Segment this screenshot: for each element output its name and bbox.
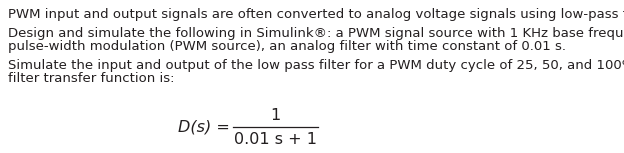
Text: D(s) =: D(s) =: [178, 119, 230, 134]
Text: 1: 1: [270, 108, 281, 123]
Text: filter transfer function is:: filter transfer function is:: [8, 72, 175, 85]
Text: Design and simulate the following in Simulink®: a PWM signal source with 1 KHz b: Design and simulate the following in Sim…: [8, 27, 624, 40]
Text: pulse-width modulation (PWM source), an analog filter with time constant of 0.01: pulse-width modulation (PWM source), an …: [8, 40, 566, 53]
Text: Simulate the input and output of the low pass filter for a PWM duty cycle of 25,: Simulate the input and output of the low…: [8, 59, 624, 72]
Text: PWM input and output signals are often converted to analog voltage signals using: PWM input and output signals are often c…: [8, 8, 624, 21]
Text: 0.01 s + 1: 0.01 s + 1: [234, 131, 317, 147]
